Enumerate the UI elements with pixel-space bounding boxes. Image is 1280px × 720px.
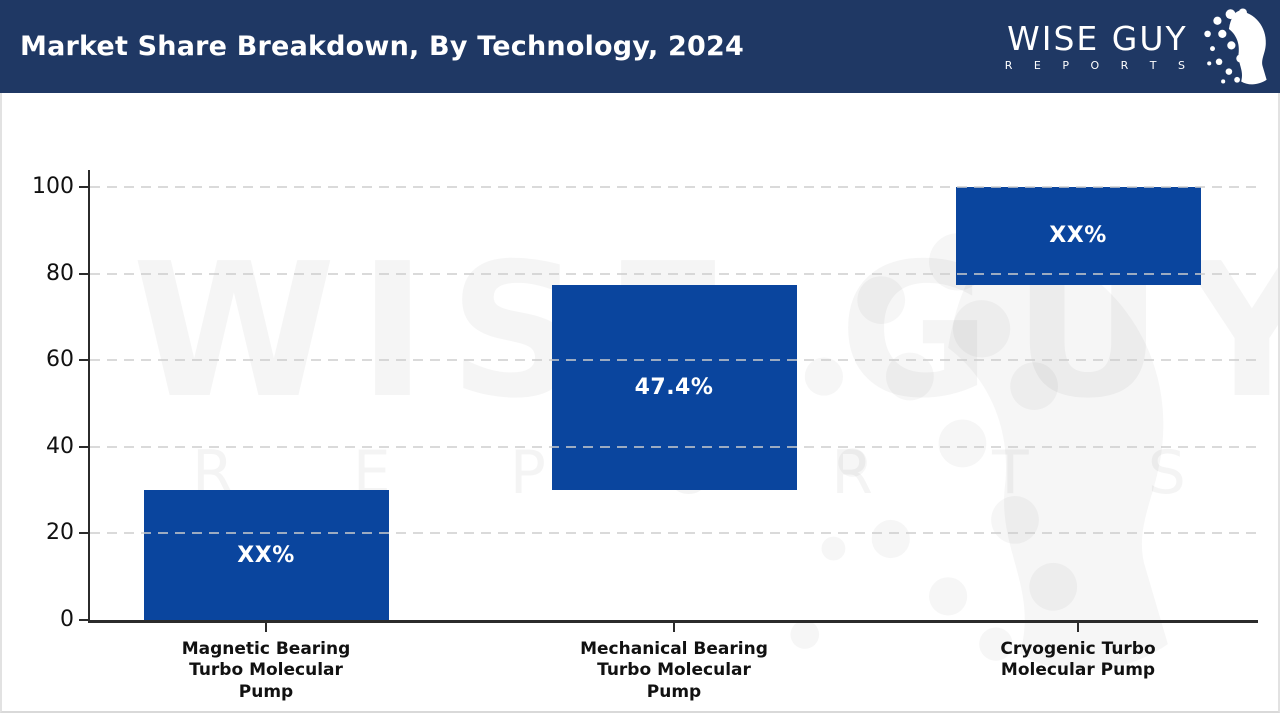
y-tick-label-100: 100	[32, 174, 74, 199]
y-tick-mark-100	[79, 186, 88, 188]
bar-value-label-2: XX%	[1049, 223, 1107, 249]
y-tick-label-20: 20	[46, 520, 74, 546]
x-axis-line	[88, 620, 1258, 623]
x-tick-mark-0	[265, 623, 267, 632]
y-tick-mark-40	[79, 445, 88, 448]
y-tick-label-40: 40	[46, 433, 74, 459]
chart-area: WISE GUY R E P O R T S 020406080100XX%47…	[0, 93, 1280, 713]
y-tick-label-0: 0	[60, 607, 74, 632]
y-tick-mark-20	[79, 532, 88, 535]
wiseguy-logo: WISE GUY R E P O R T S	[1001, 0, 1270, 93]
bar-value-label-1: 47.4%	[634, 374, 714, 400]
gridline-60	[90, 359, 1258, 362]
gridline-40	[90, 445, 1258, 448]
page-title: Market Share Breakdown, By Technology, 2…	[20, 31, 745, 62]
plot-area: 0 20 40 60 80 100 XX% 47.4% XX% Magnetic Bearing …	[32, 170, 1258, 702]
y-tick-label-80: 80	[46, 260, 74, 286]
y-tick-mark-80	[79, 272, 88, 275]
bar-segment-2: XX%	[955, 187, 1201, 285]
x-tick-mark-2	[1077, 623, 1079, 632]
y-tick-mark-0	[79, 619, 88, 621]
x-category-label-2: Cryogenic Turbo Molecular Pump	[1000, 639, 1156, 681]
bar-segment-0: XX%	[143, 490, 389, 620]
gridline-80	[90, 272, 1258, 275]
bar-segment-1: 47.4%	[551, 284, 797, 491]
header-bar: Market Share Breakdown, By Technology, 2…	[0, 0, 1280, 93]
logo-face-icon	[1204, 7, 1267, 84]
gridline-20	[90, 532, 1258, 535]
logo-wordmark-block: WISE GUY R E P O R T S	[1001, 22, 1194, 72]
logo-wordmark: WISE GUY	[1007, 18, 1188, 58]
x-tick-mark-1	[673, 623, 675, 632]
y-tick-mark-60	[79, 359, 88, 362]
bar-value-label-0: XX%	[237, 542, 295, 568]
gridline-100	[90, 186, 1258, 188]
y-axis-line	[88, 170, 90, 622]
y-tick-label-60: 60	[46, 347, 74, 373]
x-category-label-1: Mechanical Bearing Turbo Molecular Pump	[580, 639, 768, 702]
logo-subtitle: R E P O R T S	[1004, 58, 1194, 72]
x-category-label-0: Magnetic Bearing Turbo Molecular Pump	[181, 639, 351, 702]
